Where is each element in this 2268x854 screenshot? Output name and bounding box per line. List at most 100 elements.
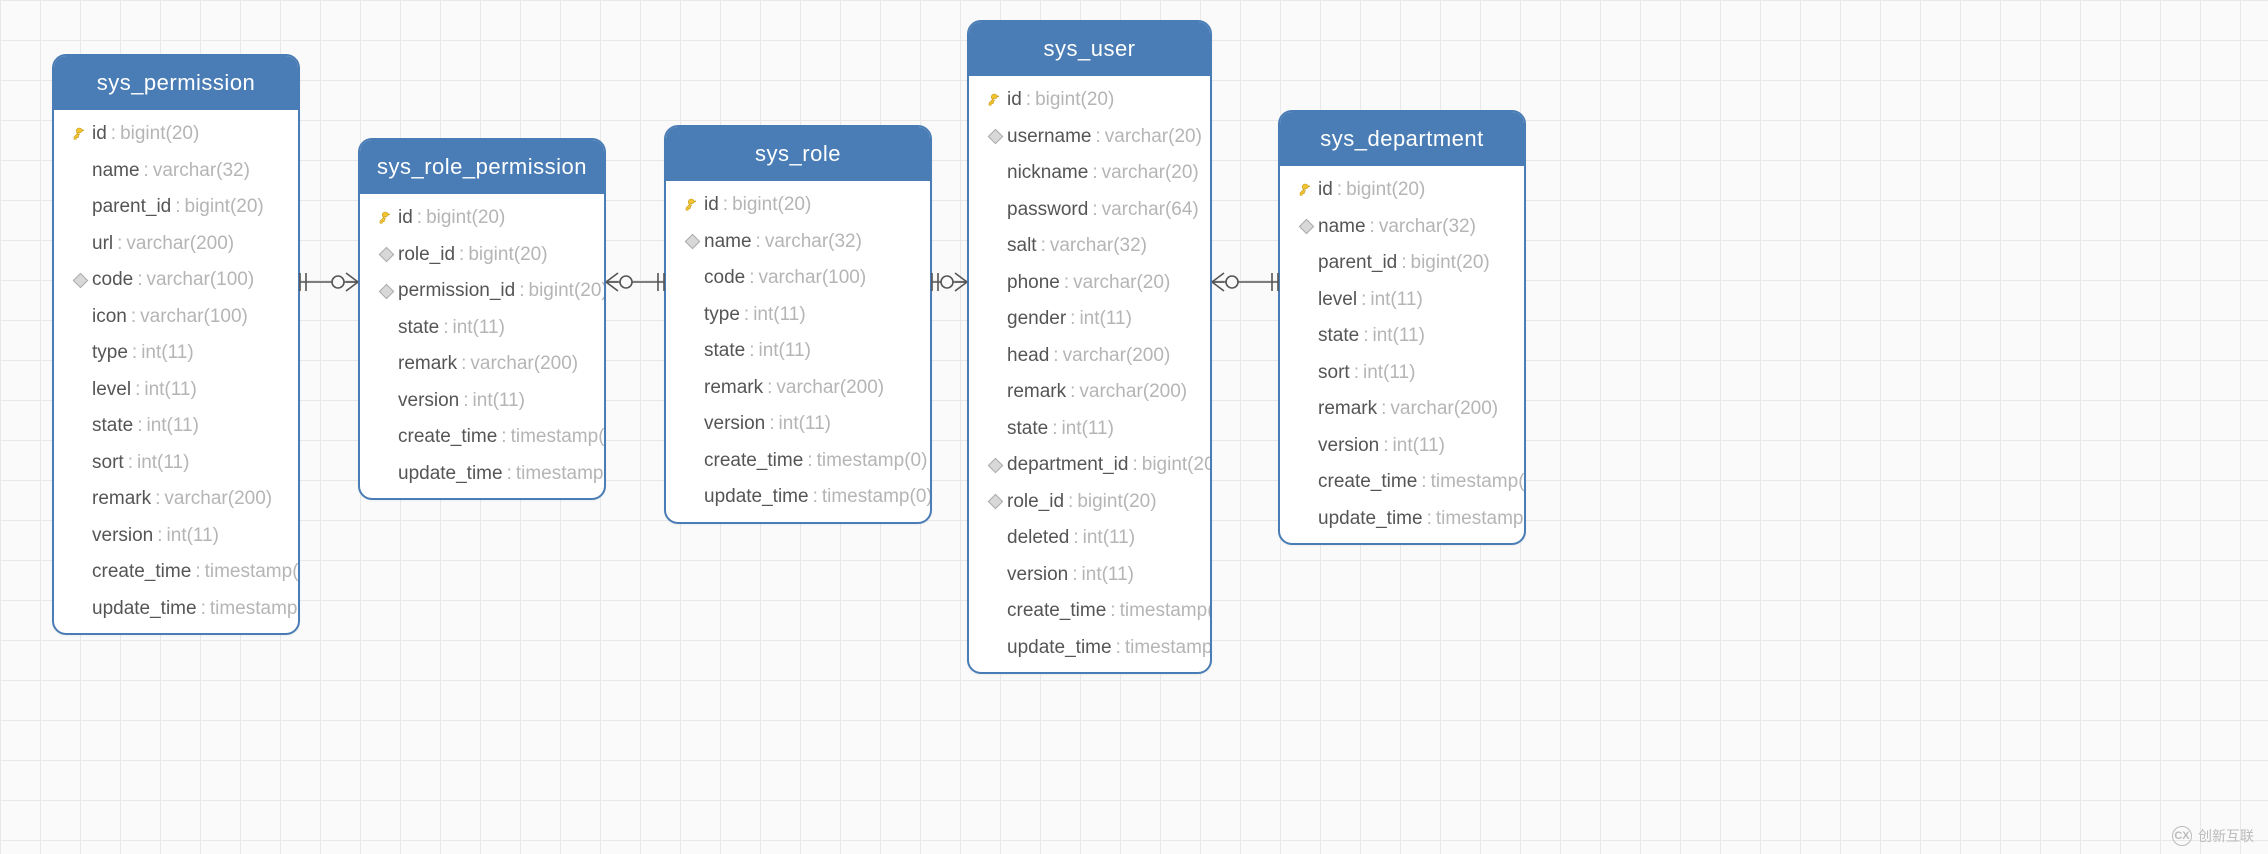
table-row[interactable]: type: int(11): [54, 335, 298, 372]
table-row[interactable]: role_id: bigint(20): [969, 484, 1210, 521]
entity-header[interactable]: sys_role_permission: [360, 140, 604, 194]
table-row[interactable]: state: int(11): [969, 411, 1210, 448]
table-row[interactable]: deleted: int(11): [969, 520, 1210, 557]
table-row[interactable]: password: varchar(64): [969, 192, 1210, 229]
table-row[interactable]: id: bigint(20): [360, 200, 604, 237]
column-name: name: [92, 157, 140, 186]
table-row[interactable]: update_time: timestamp(0): [360, 456, 604, 493]
table-row[interactable]: department_id: bigint(20): [969, 447, 1210, 484]
column-name: icon: [92, 303, 127, 332]
column-type: timestamp(0): [205, 558, 300, 587]
column-type: varchar(32): [1050, 232, 1147, 261]
table-row[interactable]: name: varchar(32): [54, 153, 298, 190]
table-row[interactable]: code: varchar(100): [54, 262, 298, 299]
table-row[interactable]: url: varchar(200): [54, 226, 298, 263]
table-row[interactable]: create_time: timestamp(0): [969, 593, 1210, 630]
table-row[interactable]: version: int(11): [666, 406, 930, 443]
table-row[interactable]: update_time: timestamp(0): [666, 479, 930, 516]
entity-sys_user[interactable]: sys_userid: bigint(20)username: varchar(…: [967, 20, 1212, 674]
table-row[interactable]: version: int(11): [969, 557, 1210, 594]
table-row[interactable]: update_time: timestamp(0): [1280, 501, 1524, 538]
column-type: int(11): [144, 376, 196, 405]
table-row[interactable]: remark: varchar(200): [54, 481, 298, 518]
table-row[interactable]: sort: int(11): [54, 445, 298, 482]
index-diamond-icon: [983, 496, 1007, 507]
table-row[interactable]: nickname: varchar(20): [969, 155, 1210, 192]
index-diamond-icon: [68, 275, 92, 286]
entity-header[interactable]: sys_department: [1280, 112, 1524, 166]
table-row[interactable]: id: bigint(20): [969, 82, 1210, 119]
column-name: id: [1007, 86, 1022, 115]
column-separator: :: [1421, 468, 1426, 497]
primary-key-icon: [374, 209, 398, 227]
table-row[interactable]: state: int(11): [1280, 318, 1524, 355]
table-row[interactable]: create_time: timestamp(0): [1280, 464, 1524, 501]
table-row[interactable]: permission_id: bigint(20): [360, 273, 604, 310]
table-row[interactable]: state: int(11): [54, 408, 298, 445]
column-type: int(11): [753, 301, 805, 330]
table-row[interactable]: remark: varchar(200): [360, 346, 604, 383]
column-name: id: [1318, 176, 1333, 205]
column-separator: :: [195, 558, 200, 587]
table-row[interactable]: update_time: timestamp(0): [969, 630, 1210, 667]
table-row[interactable]: name: varchar(32): [666, 224, 930, 261]
column-type: bigint(20): [1411, 249, 1490, 278]
column-name: remark: [704, 374, 763, 403]
table-row[interactable]: remark: varchar(200): [969, 374, 1210, 411]
table-row[interactable]: level: int(11): [1280, 282, 1524, 319]
entity-sys_permission[interactable]: sys_permission id: bigint(20)name: varcha…: [52, 54, 300, 635]
entity-sys_role_permission[interactable]: sys_role_permission id: bigint(20)role_id…: [358, 138, 606, 500]
table-row[interactable]: state: int(11): [360, 310, 604, 347]
table-row[interactable]: id: bigint(20): [54, 116, 298, 153]
column-separator: :: [461, 350, 466, 379]
table-row[interactable]: parent_id: bigint(20): [1280, 245, 1524, 282]
entity-header[interactable]: sys_permission: [54, 56, 298, 110]
table-row[interactable]: gender: int(11): [969, 301, 1210, 338]
column-name: state: [704, 337, 745, 366]
table-row[interactable]: update_time: timestamp(0): [54, 591, 298, 628]
entity-header[interactable]: sys_user: [969, 22, 1210, 76]
index-diamond-icon: [983, 131, 1007, 142]
table-row[interactable]: head: varchar(200): [969, 338, 1210, 375]
table-row[interactable]: version: int(11): [54, 518, 298, 555]
table-row[interactable]: parent_id: bigint(20): [54, 189, 298, 226]
table-row[interactable]: state: int(11): [666, 333, 930, 370]
entity-sys_department[interactable]: sys_departmentid: bigint(20)name: varcha…: [1278, 110, 1526, 545]
entity-header[interactable]: sys_role: [666, 127, 930, 181]
column-separator: :: [111, 120, 116, 149]
table-row[interactable]: salt: varchar(32): [969, 228, 1210, 265]
column-separator: :: [1110, 597, 1115, 626]
table-row[interactable]: remark: varchar(200): [1280, 391, 1524, 428]
index-diamond-icon: [680, 236, 704, 247]
column-separator: :: [117, 230, 122, 259]
column-type: bigint(20): [426, 204, 505, 233]
table-row[interactable]: version: int(11): [1280, 428, 1524, 465]
table-row[interactable]: remark: varchar(200): [666, 370, 930, 407]
column-name: code: [92, 266, 133, 295]
column-separator: :: [723, 191, 728, 220]
table-row[interactable]: sort: int(11): [1280, 355, 1524, 392]
table-row[interactable]: role_id: bigint(20): [360, 237, 604, 274]
column-separator: :: [501, 423, 506, 452]
column-type: varchar(200): [1079, 378, 1187, 407]
table-row[interactable]: id: bigint(20): [1280, 172, 1524, 209]
column-name: name: [704, 228, 752, 257]
entity-sys_role[interactable]: sys_roleid: bigint(20)name: varchar(32)c…: [664, 125, 932, 524]
table-row[interactable]: create_time: timestamp(0): [666, 443, 930, 480]
column-separator: :: [813, 483, 818, 512]
table-row[interactable]: level: int(11): [54, 372, 298, 409]
table-row[interactable]: version: int(11): [360, 383, 604, 420]
table-row[interactable]: icon: varchar(100): [54, 299, 298, 336]
table-row[interactable]: username: varchar(20): [969, 119, 1210, 156]
column-name: id: [92, 120, 107, 149]
table-row[interactable]: name: varchar(32): [1280, 209, 1524, 246]
column-separator: :: [1052, 415, 1057, 444]
table-row[interactable]: id: bigint(20): [666, 187, 930, 224]
table-row[interactable]: phone: varchar(20): [969, 265, 1210, 302]
column-name: username: [1007, 123, 1092, 152]
column-separator: :: [157, 522, 162, 551]
table-row[interactable]: create_time: timestamp(0): [360, 419, 604, 456]
table-row[interactable]: code: varchar(100): [666, 260, 930, 297]
table-row[interactable]: type: int(11): [666, 297, 930, 334]
table-row[interactable]: create_time: timestamp(0): [54, 554, 298, 591]
